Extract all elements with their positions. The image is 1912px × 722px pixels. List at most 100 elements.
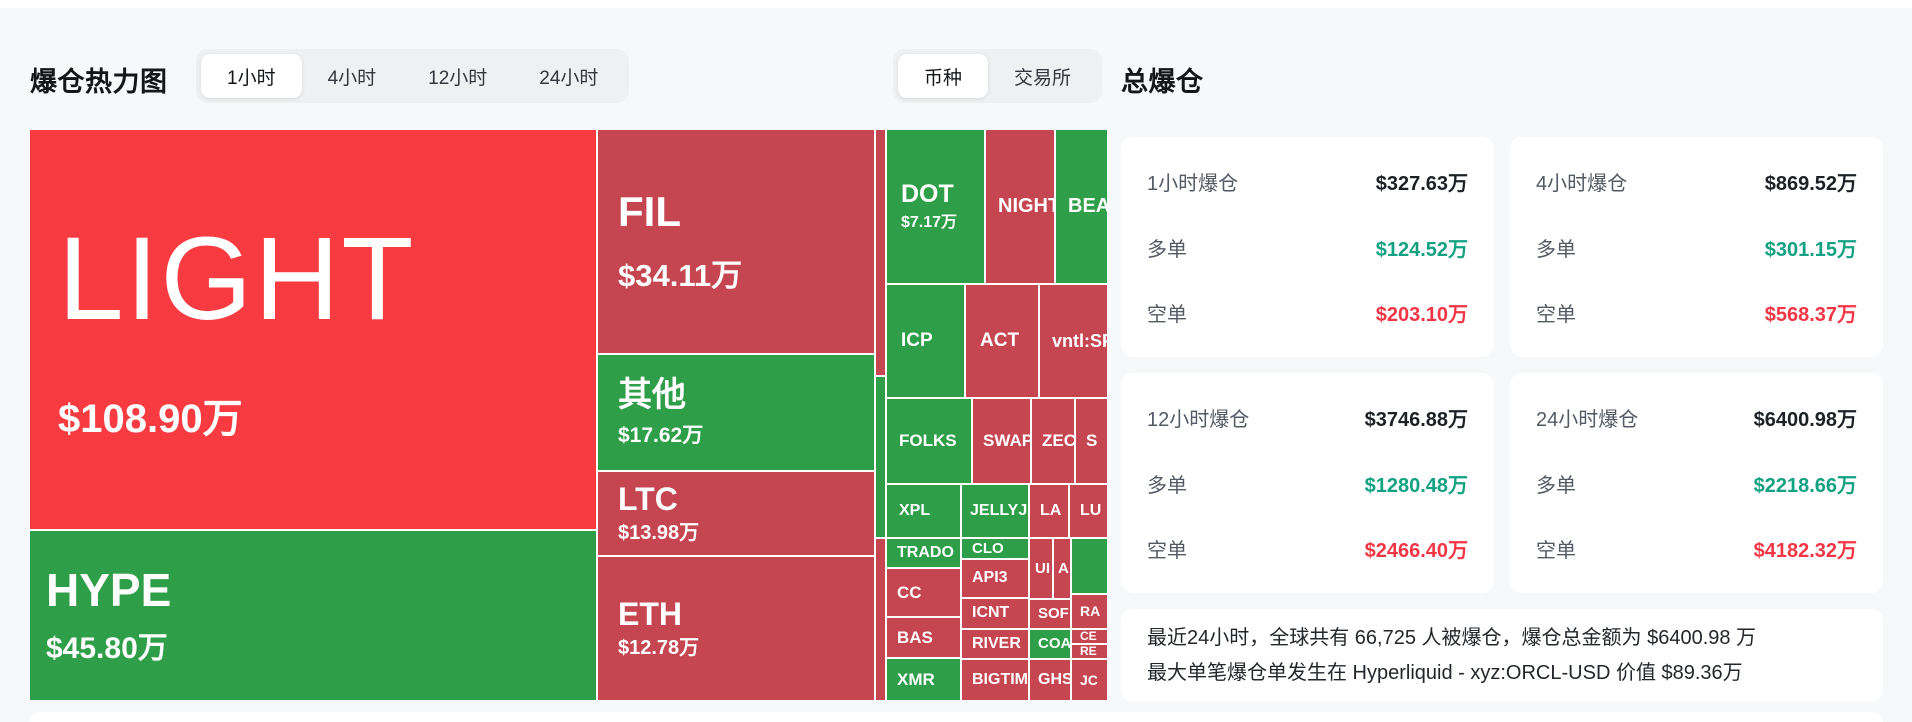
treemap-symbol: A (1058, 559, 1069, 577)
card-row-short: 空单 $2466.40万 (1147, 534, 1468, 563)
treemap-cell-ETH[interactable]: ETH $12.78万 (598, 557, 874, 700)
treemap-cell-ACT[interactable]: ACT (966, 285, 1038, 397)
treemap-cell-LIGHT[interactable]: LIGHT $108.90万 (30, 130, 596, 529)
treemap-symbol: HYPE (46, 563, 172, 616)
treemap-symbol: BIGTIM (972, 670, 1028, 688)
card-label: 1小时爆仓 (1147, 173, 1239, 195)
treemap-cell-RA[interactable]: RA (1072, 595, 1107, 628)
treemap-cell-CC[interactable]: CC (887, 569, 960, 616)
treemap-cell-ICNT[interactable]: ICNT (962, 599, 1028, 628)
treemap-cell-ICP[interactable]: ICP (887, 285, 964, 397)
treemap-cell-LA[interactable]: LA (1030, 485, 1068, 537)
treemap-cell-UI[interactable]: UI (1030, 539, 1052, 598)
treemap-symbol: ICP (901, 330, 933, 352)
treemap-cell-blank[interactable] (876, 130, 885, 375)
treemap-symbol: BEAT (1068, 195, 1107, 217)
liquidation-card-24小时爆仓: 24小时爆仓 $6400.98万 多单 $2218.66万 空单 $4182.32万 (1510, 373, 1883, 593)
treemap-cell-RE[interactable]: RE (1072, 645, 1107, 658)
card-amount-total: $869.52万 (1764, 173, 1857, 195)
card-label: 4小时爆仓 (1536, 173, 1628, 195)
treemap-symbol: 其他 (618, 376, 686, 415)
treemap-symbol: JELLYJ (970, 501, 1028, 519)
card-amount-short: $568.37万 (1764, 304, 1857, 326)
tab-time-0[interactable]: 1小时 (201, 54, 302, 98)
treemap-cell-JC[interactable]: JC (1072, 660, 1107, 700)
tab-time-2[interactable]: 12小时 (428, 67, 488, 89)
treemap-cell-其他[interactable]: 其他 $17.62万 (598, 355, 874, 470)
treemap-symbol: API3 (972, 569, 1008, 587)
treemap-cell-LTC[interactable]: LTC $13.98万 (598, 472, 874, 555)
treemap-cell-BIGTIM[interactable]: BIGTIM (962, 660, 1028, 700)
treemap-cell-LU[interactable]: LU (1070, 485, 1107, 537)
treemap-cell-FOLKS[interactable]: FOLKS (887, 399, 971, 483)
treemap-cell-S[interactable]: S (1076, 399, 1107, 483)
card-amount-total: $6400.98万 (1753, 409, 1857, 431)
card-amount-total: $3746.88万 (1364, 409, 1468, 431)
treemap-cell-vntl:SP[interactable]: vntl:SP (1040, 285, 1107, 397)
treemap-symbol: DOT (901, 180, 954, 209)
card-row-long: 多单 $124.52万 (1147, 233, 1468, 262)
treemap-value: $17.62万 (618, 423, 704, 447)
summary-note-line1: 最近24小时，全球共有 66,725 人被爆仓，爆仓总金额为 $6400.98 … (1147, 626, 1757, 649)
treemap-cell-blank[interactable] (876, 539, 885, 700)
card-label: 24小时爆仓 (1536, 409, 1639, 431)
treemap-symbol: RA (1080, 603, 1101, 620)
treemap-cell-ZEC[interactable]: ZEC (1032, 399, 1074, 483)
treemap-value: $12.78万 (618, 636, 700, 659)
treemap-symbol: SOF (1038, 605, 1069, 623)
card-amount-total: $327.63万 (1375, 173, 1468, 195)
card-label: 空单 (1147, 304, 1187, 326)
treemap-cell-RIVER[interactable]: RIVER (962, 630, 1028, 658)
treemap-cell-NIGHT[interactable]: NIGHT (986, 130, 1054, 283)
treemap-symbol: RE (1080, 645, 1097, 658)
liquidation-card-12小时爆仓: 12小时爆仓 $3746.88万 多单 $1280.48万 空单 $2466.40万 (1121, 373, 1494, 593)
treemap-symbol: S (1086, 431, 1098, 451)
treemap-cell-blank[interactable] (876, 377, 885, 537)
treemap-cell-COA[interactable]: COA (1030, 630, 1070, 658)
treemap-cell-FIL[interactable]: FIL $34.11万 (598, 130, 874, 353)
treemap-symbol: TRADO (897, 543, 954, 561)
tab-time-3[interactable]: 24小时 (539, 67, 599, 89)
treemap-symbol: RIVER (972, 634, 1021, 652)
card-row-short: 空单 $203.10万 (1147, 298, 1468, 327)
next-section-panel-edge (30, 712, 1883, 722)
treemap-symbol: CC (897, 582, 922, 602)
treemap-cell-API3[interactable]: API3 (962, 560, 1028, 597)
card-row-short: 空单 $568.37万 (1536, 298, 1857, 327)
treemap-value: $45.80万 (46, 632, 168, 666)
treemap-cell-CLO[interactable]: CLO (962, 539, 1028, 558)
treemap-cell-A[interactable]: A (1054, 539, 1070, 598)
treemap-symbol: LU (1080, 501, 1102, 519)
toggle-view-1[interactable]: 交易所 (1014, 67, 1072, 89)
treemap-symbol: FIL (618, 188, 681, 236)
treemap-symbol: CLO (972, 539, 1004, 557)
treemap-cell-DOT[interactable]: DOT $7.17万 (887, 130, 984, 283)
treemap-symbol: ETH (618, 596, 682, 633)
treemap-cell-XPL[interactable]: XPL (887, 485, 960, 537)
liquidation-card-4小时爆仓: 4小时爆仓 $869.52万多单 $301.15万 空单 $568.37万 (1510, 137, 1883, 357)
treemap-cell-JELLYJ[interactable]: JELLYJ (962, 485, 1028, 537)
treemap-cell-XMR[interactable]: XMR (887, 659, 960, 700)
treemap-cell-blank[interactable] (1072, 539, 1107, 593)
treemap-cell-BAS[interactable]: BAS (887, 618, 960, 657)
treemap-value: $13.98万 (618, 521, 700, 544)
card-row-long: 多单 $1280.48万 (1147, 469, 1468, 498)
treemap-cell-SOF[interactable]: SOF (1030, 600, 1070, 628)
card-row-total: 4小时爆仓 $869.52万 (1536, 167, 1857, 196)
treemap-symbol: GHS (1038, 670, 1070, 688)
treemap-cell-GHS[interactable]: GHS (1030, 660, 1070, 700)
liquidation-treemap: LIGHT $108.90万 HYPE $45.80万 FIL $34.11万其他 $17.… (30, 130, 1107, 700)
treemap-cell-SWAP[interactable]: SWAP (973, 399, 1030, 483)
treemap-cell-TRADO[interactable]: TRADO (887, 539, 960, 567)
card-amount-short: $4182.32万 (1753, 540, 1857, 562)
card-row-long: 多单 $301.15万 (1536, 233, 1857, 262)
toggle-view-0[interactable]: 币种 (898, 54, 989, 98)
treemap-cell-BEAT[interactable]: BEAT (1056, 130, 1107, 283)
time-range-tabs: 1小时 4小时 12小时 24小时 (196, 49, 630, 103)
card-row-total: 24小时爆仓 $6400.98万 (1536, 403, 1857, 432)
card-amount-long: $2218.66万 (1753, 474, 1857, 497)
treemap-cell-CE[interactable]: CE (1072, 630, 1107, 643)
tab-time-1[interactable]: 4小时 (327, 67, 377, 89)
treemap-symbol: ZEC (1042, 431, 1074, 451)
treemap-cell-HYPE[interactable]: HYPE $45.80万 (30, 531, 596, 700)
